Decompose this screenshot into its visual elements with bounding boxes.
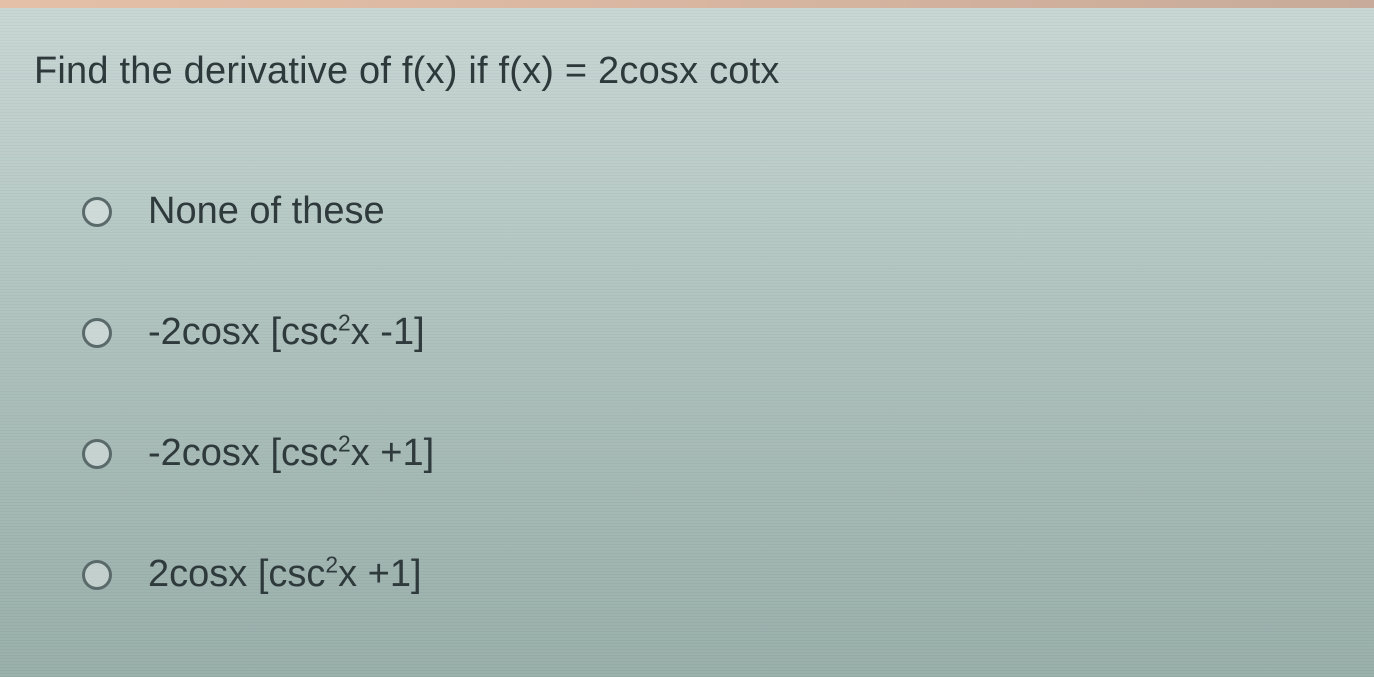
question-text: Find the derivative of f(x) if f(x) = 2c… bbox=[34, 50, 1314, 93]
option-4-label: 2cosx [csc2x +1] bbox=[148, 553, 422, 596]
top-color-strip bbox=[0, 0, 1374, 8]
option-1-label: None of these bbox=[148, 190, 385, 233]
radio-icon[interactable] bbox=[82, 439, 112, 469]
options-list: None of these -2cosx [csc2x -1] -2cosx [… bbox=[82, 190, 1314, 596]
option-2-label: -2cosx [csc2x -1] bbox=[148, 311, 425, 354]
radio-icon[interactable] bbox=[82, 318, 112, 348]
option-3[interactable]: -2cosx [csc2x +1] bbox=[82, 432, 1314, 475]
radio-icon[interactable] bbox=[82, 560, 112, 590]
option-4[interactable]: 2cosx [csc2x +1] bbox=[82, 553, 1314, 596]
option-3-label: -2cosx [csc2x +1] bbox=[148, 432, 434, 475]
option-2[interactable]: -2cosx [csc2x -1] bbox=[82, 311, 1314, 354]
radio-icon[interactable] bbox=[82, 197, 112, 227]
option-1[interactable]: None of these bbox=[82, 190, 1314, 233]
